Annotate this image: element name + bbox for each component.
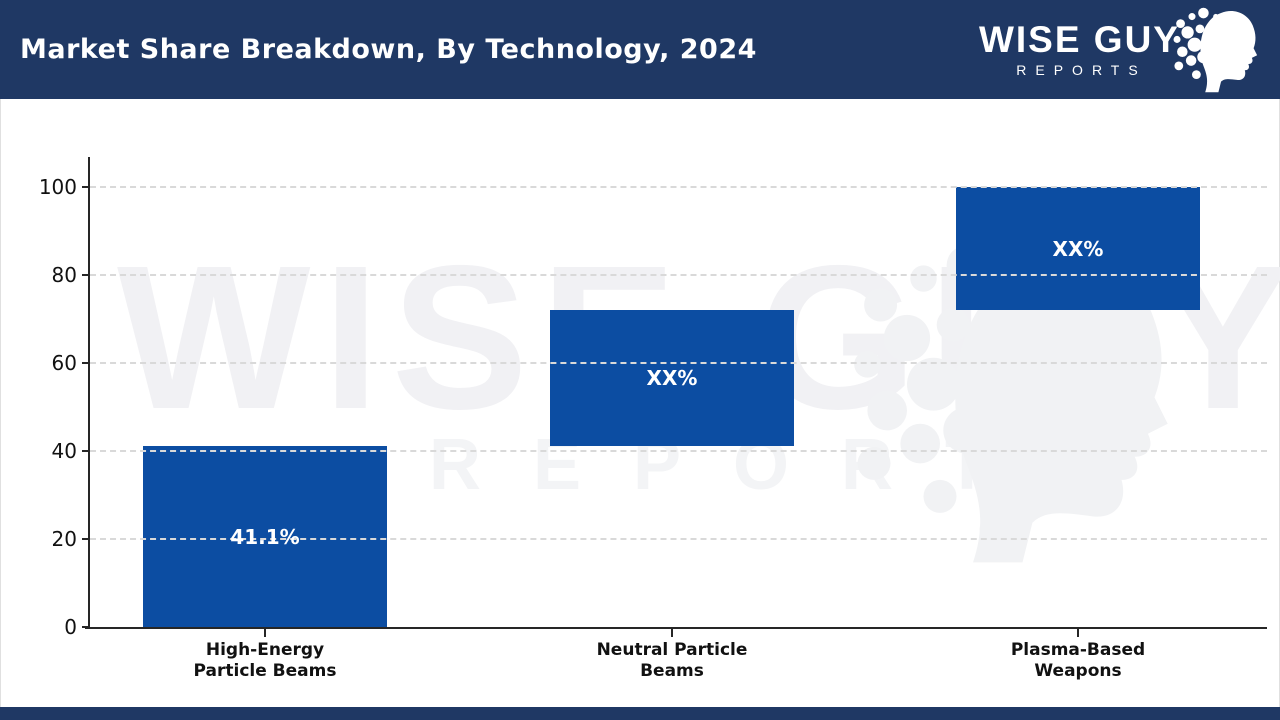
gridline-100 bbox=[90, 186, 1267, 188]
y-tick-label-0: 0 bbox=[64, 615, 77, 639]
y-axis-line bbox=[88, 157, 90, 629]
y-tick-40 bbox=[82, 450, 89, 452]
brand-logo-text: WISE GUY REPORTS bbox=[979, 21, 1180, 78]
chart-area: WISE GU Y REPORTS 02040608010041.1%High-… bbox=[0, 99, 1280, 707]
footer-bar bbox=[0, 707, 1280, 720]
y-tick-80 bbox=[82, 274, 89, 276]
x-category-label: High-Energy Particle Beams bbox=[193, 640, 337, 682]
y-tick-100 bbox=[82, 186, 89, 188]
y-tick-20 bbox=[82, 538, 89, 540]
y-tick-label-40: 40 bbox=[51, 439, 77, 463]
y-tick-label-80: 80 bbox=[51, 263, 77, 287]
gridline-60 bbox=[90, 362, 1267, 364]
brand-logo: WISE GUY REPORTS bbox=[979, 0, 1262, 99]
bar-value-label: 41.1% bbox=[230, 524, 300, 549]
y-tick-label-60: 60 bbox=[51, 351, 77, 375]
x-tick bbox=[671, 629, 673, 637]
x-category-label: Neutral Particle Beams bbox=[596, 640, 748, 682]
page-title: Market Share Breakdown, By Technology, 2… bbox=[20, 34, 757, 65]
gridline-80 bbox=[90, 274, 1267, 276]
bar-segment bbox=[550, 310, 794, 447]
y-tick-0 bbox=[82, 626, 89, 628]
brand-name: WISE GUY bbox=[978, 19, 1180, 60]
gridline-20 bbox=[90, 538, 1267, 540]
x-axis-line bbox=[85, 627, 1267, 629]
x-tick bbox=[1077, 629, 1079, 637]
bar-segment bbox=[143, 446, 387, 627]
plot: 0 20 40 60 80 100 41.1% High-Energy Particle Be… bbox=[1, 99, 1280, 707]
y-tick-label-100: 100 bbox=[38, 175, 77, 199]
x-tick bbox=[264, 629, 266, 637]
bar-segment bbox=[956, 187, 1200, 311]
gridline-40 bbox=[90, 450, 1267, 452]
bar-value-label: XX% bbox=[1052, 236, 1104, 261]
y-tick-60 bbox=[82, 362, 89, 364]
brand-subname: REPORTS bbox=[1016, 62, 1147, 78]
y-tick-label-20: 20 bbox=[51, 527, 77, 551]
dotted-face-profile-icon bbox=[1173, 7, 1258, 92]
bar-value-label: XX% bbox=[646, 366, 698, 391]
x-category-label: Plasma-Based Weapons bbox=[1010, 640, 1146, 682]
header-bar: Market Share Breakdown, By Technology, 2… bbox=[0, 0, 1280, 99]
